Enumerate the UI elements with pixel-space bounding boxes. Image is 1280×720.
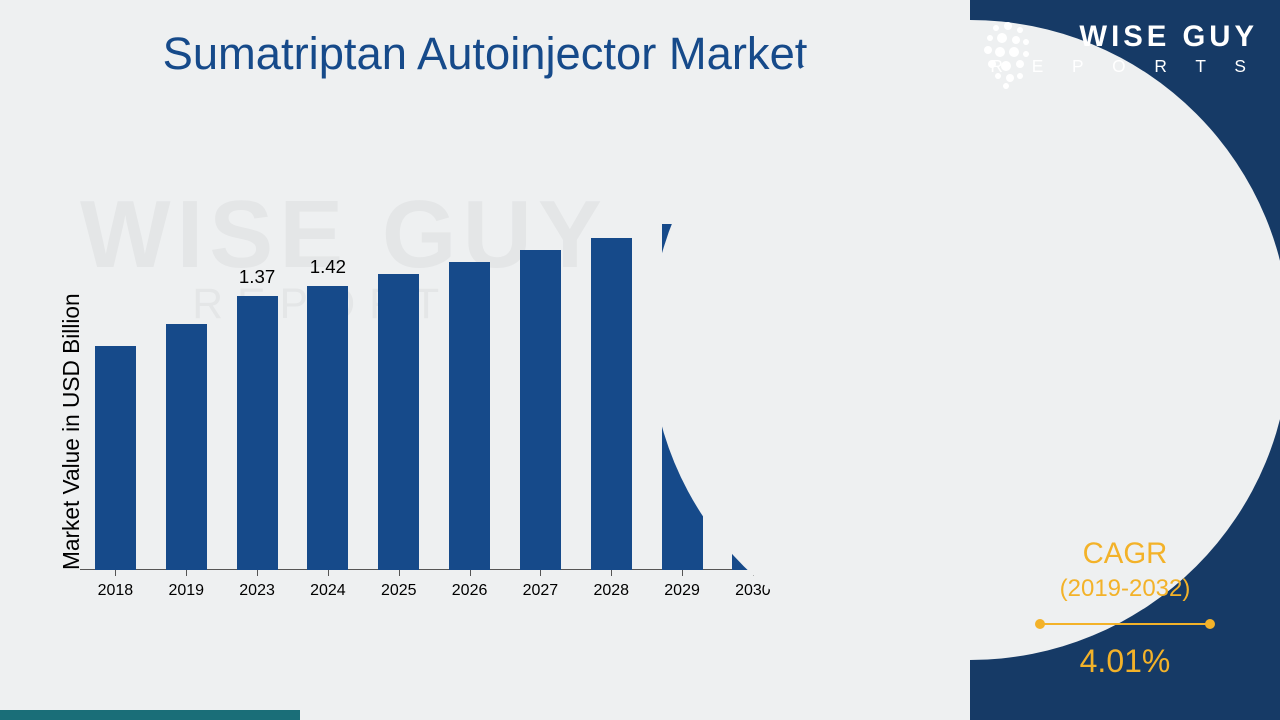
x-tick-label: 2026 bbox=[452, 582, 488, 600]
bar-2024 bbox=[307, 286, 348, 570]
x-tick-label: 2024 bbox=[310, 582, 346, 600]
x-tick bbox=[115, 570, 116, 576]
x-tick bbox=[540, 570, 541, 576]
x-tick bbox=[470, 570, 471, 576]
x-tick bbox=[328, 570, 329, 576]
x-tick-label: 2028 bbox=[593, 582, 629, 600]
x-tick bbox=[257, 570, 258, 576]
cagr-block: CAGR (2019-2032) 4.01% bbox=[970, 537, 1280, 680]
bar-2026 bbox=[449, 262, 490, 570]
brand-logo: WISE GUY R E P O R T S bbox=[978, 20, 1258, 77]
bar-2025 bbox=[378, 274, 419, 570]
brand-head-icon bbox=[976, 20, 1032, 90]
x-tick-label: 2029 bbox=[664, 582, 700, 600]
bar-2027 bbox=[520, 250, 561, 570]
x-tick-label: 2023 bbox=[239, 582, 275, 600]
bar-value-label: 1.42 bbox=[310, 256, 346, 278]
bottom-accent-strip bbox=[0, 710, 300, 720]
bar-2018 bbox=[95, 346, 136, 570]
x-tick bbox=[186, 570, 187, 576]
bar-2019 bbox=[166, 324, 207, 570]
bar-2023 bbox=[237, 296, 278, 570]
x-tick bbox=[399, 570, 400, 576]
cagr-divider bbox=[1040, 623, 1210, 625]
x-tick-label: 2018 bbox=[98, 582, 134, 600]
bar-2028 bbox=[591, 238, 632, 570]
sidebar: WISE GUY R E P O R T S CAGR (2019-2032) … bbox=[970, 0, 1280, 720]
cagr-title: CAGR bbox=[970, 537, 1280, 571]
cagr-value: 4.01% bbox=[970, 643, 1280, 680]
x-tick bbox=[682, 570, 683, 576]
x-tick-label: 2027 bbox=[523, 582, 559, 600]
x-tick bbox=[611, 570, 612, 576]
cagr-range: (2019-2032) bbox=[970, 575, 1280, 603]
bar-value-label: 1.37 bbox=[239, 266, 275, 288]
x-tick-label: 2019 bbox=[168, 582, 204, 600]
x-tick-label: 2025 bbox=[381, 582, 417, 600]
